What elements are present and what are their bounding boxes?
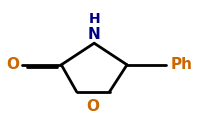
Text: O: O [7, 57, 20, 72]
Text: O: O [87, 99, 100, 114]
Text: Ph: Ph [171, 57, 193, 72]
Text: N: N [88, 27, 101, 42]
Text: H: H [88, 12, 100, 26]
